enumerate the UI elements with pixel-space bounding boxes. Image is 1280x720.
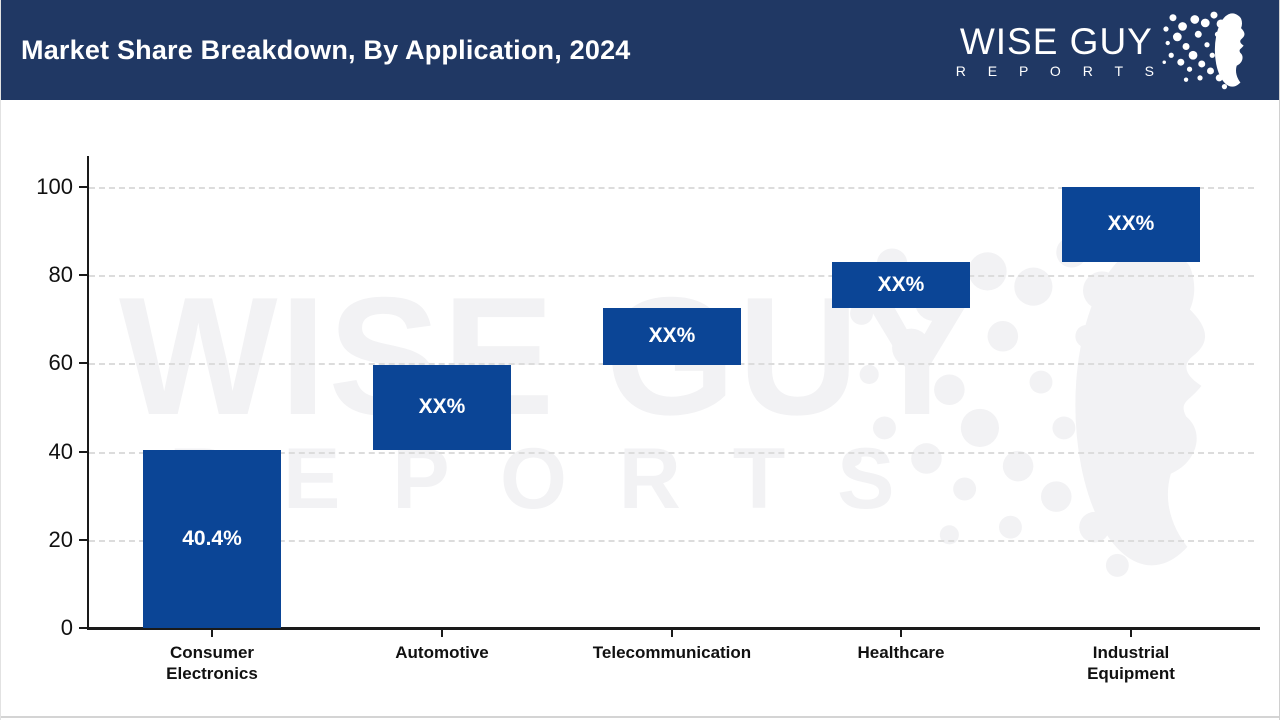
bar-telecommunication: XX% — [603, 307, 741, 366]
bar-value-label-consumer-electronics: 40.4% — [182, 526, 242, 550]
chart-title: Market Share Breakdown, By Application, … — [21, 34, 631, 65]
y-axis-tick-80 — [79, 274, 88, 277]
y-axis-tick-60 — [79, 362, 88, 365]
x-axis-tick-automotive — [441, 628, 443, 637]
bar-automotive: XX% — [373, 365, 511, 450]
gridline-20 — [89, 539, 1254, 542]
bar-consumer-electronics: 40.4% — [143, 449, 281, 628]
gridline-100 — [89, 187, 1254, 189]
watermark: WISE GUY R E P O R T S — [1, 100, 1279, 716]
logo-brand-text: WISE GUY — [959, 20, 1153, 62]
x-axis-label-automotive: Automotive — [332, 642, 552, 663]
y-axis-label-100: 100 — [36, 174, 73, 199]
x-axis-label-consumer-electronics: Consumer Electronics — [102, 642, 322, 684]
bar-healthcare: XX% — [832, 261, 970, 308]
logo-reports-text: R E P O R T S — [955, 62, 1163, 79]
dotted-head-icon — [1162, 8, 1255, 92]
gridline-40 — [89, 451, 1254, 454]
y-axis-label-0: 0 — [60, 615, 73, 640]
y-axis-tick-20 — [79, 538, 88, 541]
x-axis-label-line: Automotive — [395, 643, 489, 662]
x-axis-label-telecommunication: Telecommunication — [562, 642, 782, 663]
x-axis-label-line: Industrial — [1092, 643, 1170, 662]
logo-wordmark: WISE GUY R E P O R T S — [950, 23, 1163, 78]
x-axis-label-line: Equipment — [1087, 664, 1175, 683]
watermark-head-icon — [846, 221, 1251, 589]
plot-area: 0 20 40 60 80 100 40.4% Consumer Electronics XX% A… — [36, 156, 1260, 683]
watermark-brand-text: WISE GUY — [119, 262, 976, 450]
page-bottom-divider — [1, 716, 1279, 718]
bar-value-label-healthcare: XX% — [877, 272, 925, 296]
y-axis-label-20: 20 — [48, 526, 73, 552]
gridline-80 — [89, 275, 1254, 278]
x-axis-tick-consumer-electronics — [211, 628, 213, 637]
x-axis-label-line: Healthcare — [857, 643, 945, 662]
y-axis-tick-40 — [79, 450, 88, 453]
watermark-reports-text: R E P O R T S — [169, 431, 909, 527]
header-bar: Market Share Breakdown, By Application, … — [1, 0, 1279, 100]
x-axis-label-line: Consumer — [169, 643, 255, 662]
bar-value-label-telecommunication: XX% — [648, 324, 696, 348]
y-axis-line — [87, 156, 89, 630]
y-axis-label-60: 60 — [48, 350, 73, 376]
y-axis-tick-0 — [79, 627, 88, 629]
y-axis-tick-100 — [79, 186, 88, 188]
x-axis-label-healthcare: Healthcare — [791, 642, 1011, 663]
bar-industrial-equipment: XX% — [1062, 187, 1200, 262]
x-axis-label-line: Electronics — [166, 664, 258, 683]
x-axis-label-line: Telecommunication — [592, 643, 752, 662]
bar-value-label-automotive: XX% — [418, 395, 466, 419]
x-axis-tick-healthcare — [900, 628, 902, 637]
x-axis-tick-industrial-equipment — [1130, 628, 1132, 637]
chart-area: WISE GUY R E P O R T S — [1, 100, 1279, 716]
y-axis-label-40: 40 — [48, 438, 73, 464]
wise-guy-logo: WISE GUY R E P O R T S — [950, 6, 1255, 94]
x-axis-line — [87, 627, 1260, 630]
x-axis-label-industrial-equipment: Industrial Equipment — [1021, 642, 1241, 684]
y-axis-label-80: 80 — [48, 262, 73, 288]
x-axis-tick-telecommunication — [671, 628, 673, 637]
bar-value-label-industrial-equipment: XX% — [1107, 212, 1155, 236]
